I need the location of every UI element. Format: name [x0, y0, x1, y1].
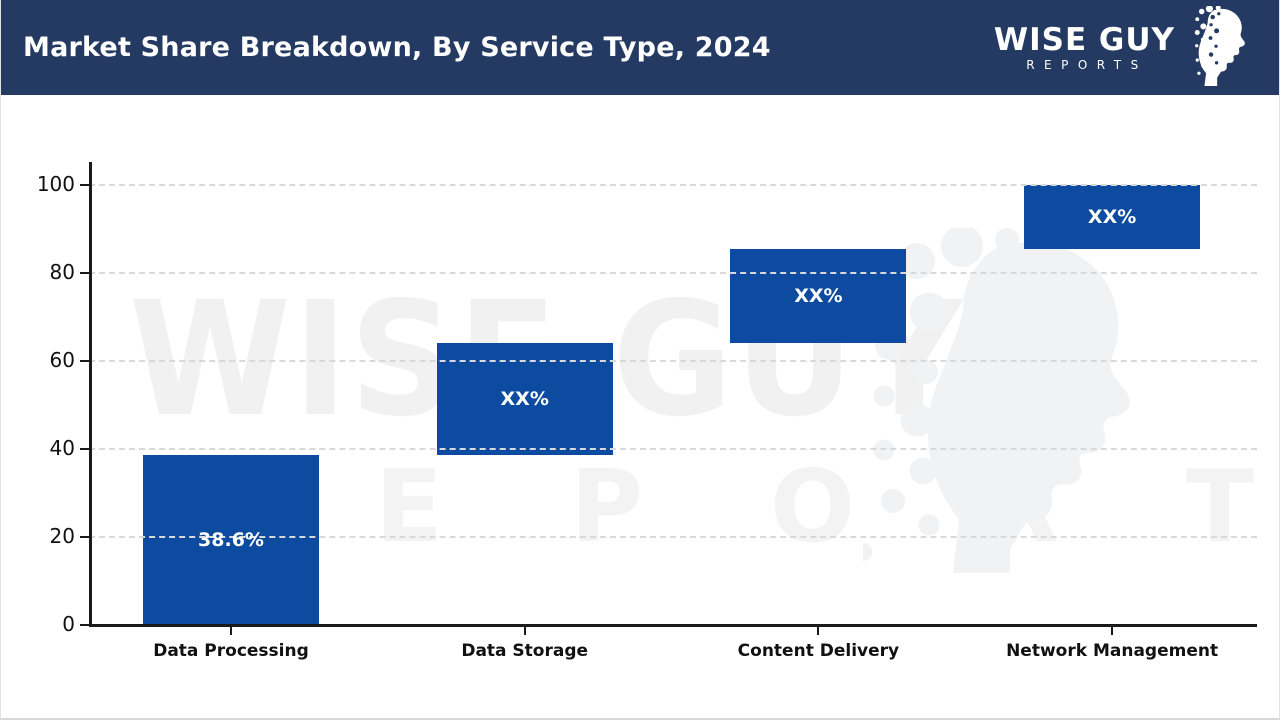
y-tick-60 [80, 360, 89, 362]
y-tick-100 [80, 184, 89, 186]
page-title: Market Share Breakdown, By Service Type,… [23, 32, 771, 63]
y-tick-0 [80, 624, 89, 626]
gridline-100 [89, 184, 1257, 186]
y-tick-20 [80, 536, 89, 538]
brand-logo: WISE GUY REPORTS [994, 5, 1263, 90]
x-tick-0 [230, 626, 232, 635]
y-tick-label-100: 100 [36, 172, 75, 196]
gridline-20 [89, 536, 1257, 538]
x-tick-3 [1111, 626, 1114, 635]
y-axis-line [89, 162, 92, 626]
y-tick-label-80: 80 [49, 260, 75, 284]
x-tick-2 [817, 626, 820, 635]
header-band: Market Share Breakdown, By Service Type,… [1, 0, 1279, 95]
brand-subname: REPORTS [1026, 58, 1148, 73]
x-category-label: Data Storage [461, 641, 589, 661]
bar-value-label: XX% [500, 388, 549, 411]
brand-wordmark: WISE GUY REPORTS [994, 24, 1175, 73]
y-tick-label-0: 0 [62, 612, 75, 636]
x-tick-1 [523, 626, 526, 635]
bar-value-label: XX% [794, 284, 843, 307]
gridline-80 [89, 272, 1257, 274]
y-tick-label-60: 60 [49, 348, 75, 372]
y-tick-40 [80, 448, 89, 450]
gridline-40 [89, 448, 1257, 450]
x-category-label: Content Delivery [737, 641, 900, 661]
gridline-60 [89, 360, 1257, 362]
x-category-label: Network Management [1006, 641, 1219, 661]
watermark-face-icon [854, 225, 1163, 577]
y-tick-80 [80, 272, 89, 274]
bar-data-processing [143, 455, 319, 625]
y-tick-label-40: 40 [49, 436, 75, 460]
x-axis-line [89, 624, 1257, 627]
brand-name: WISE GUY [993, 21, 1175, 58]
bar-value-label: XX% [1087, 205, 1137, 228]
face-profile-icon [1179, 5, 1263, 90]
bar-content-delivery [730, 248, 907, 343]
bar-value-label: 38.6% [198, 529, 264, 552]
x-category-label: Data Processing [153, 641, 309, 661]
bar-network-management [1024, 185, 1201, 249]
y-tick-label-20: 20 [49, 524, 75, 548]
